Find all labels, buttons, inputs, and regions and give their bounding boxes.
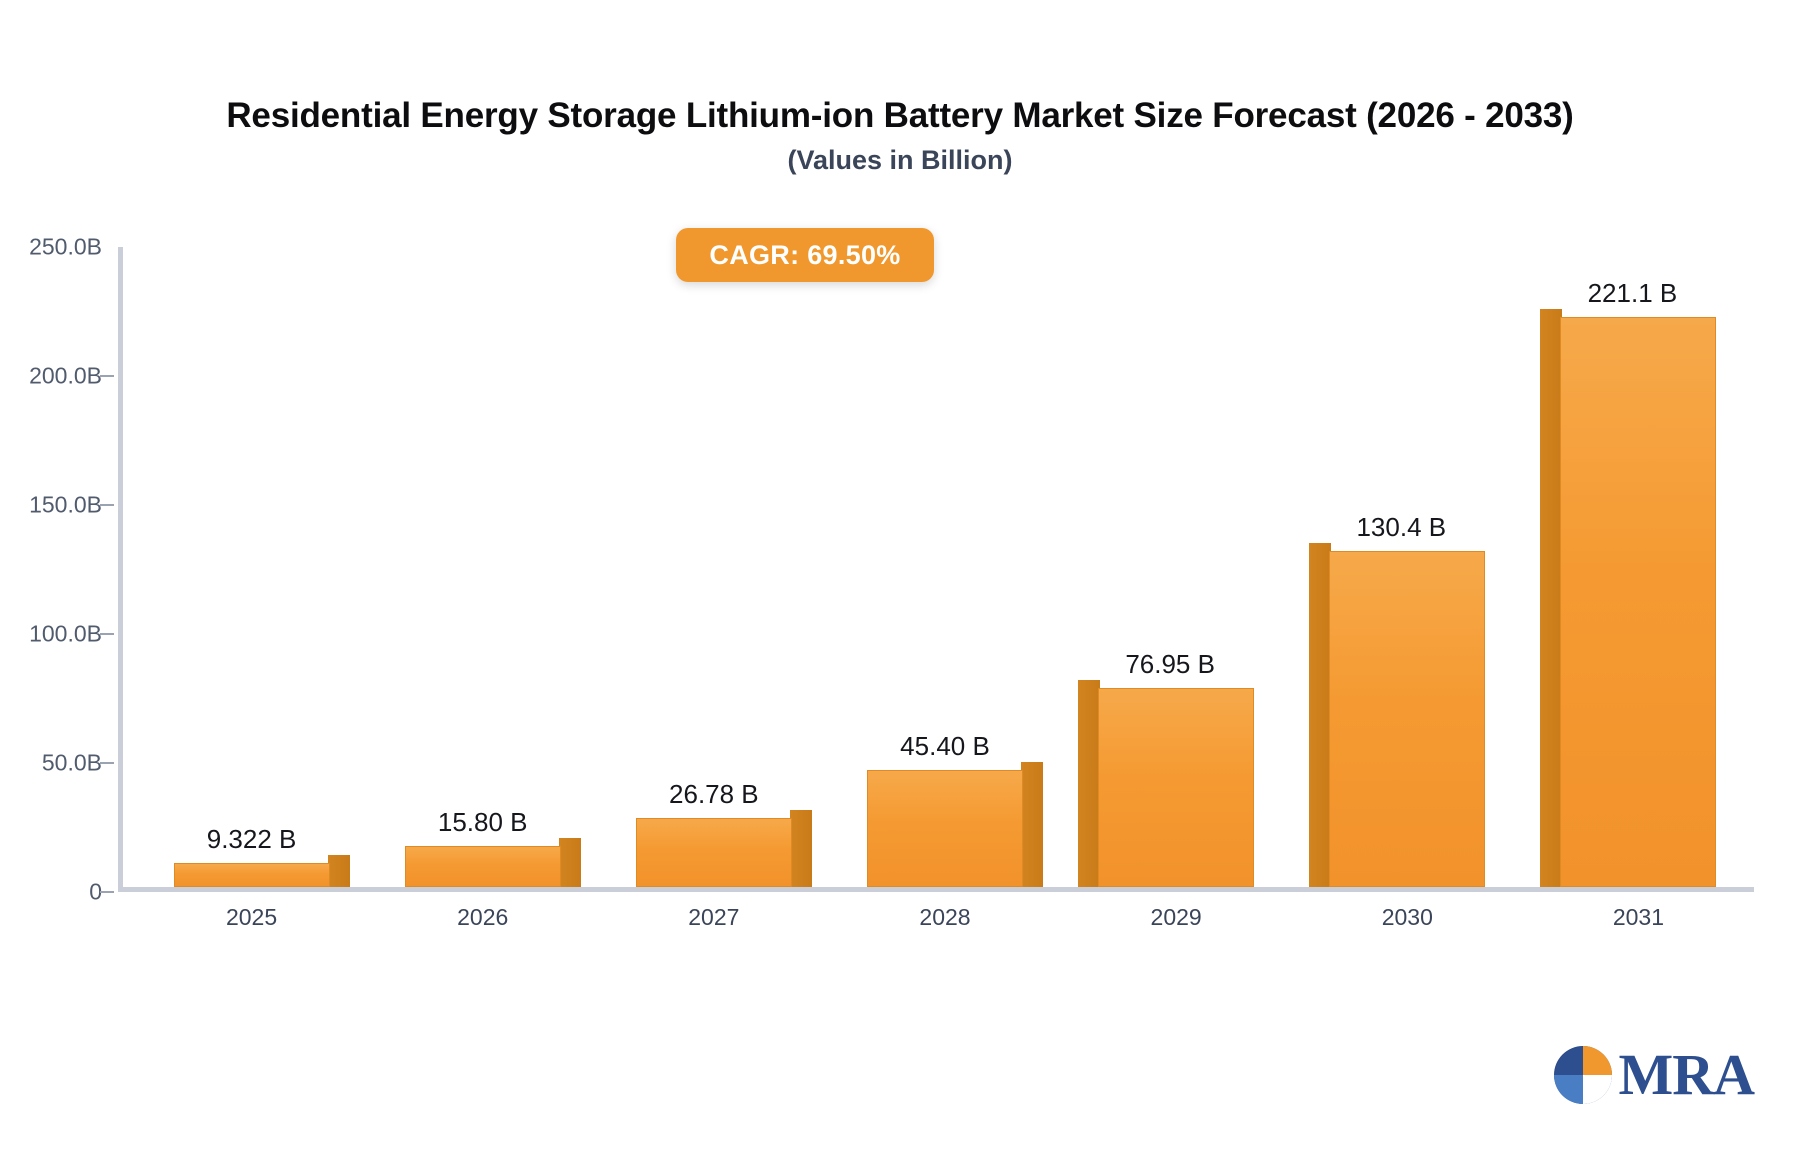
y-axis-tick-label: 50.0B [41, 749, 102, 776]
x-axis-line [118, 887, 1754, 892]
y-axis-tick-label: 100.0B [29, 620, 102, 647]
bar-3d-side [1021, 761, 1043, 887]
y-axis-tick-mark [100, 375, 114, 377]
bar-value-label: 221.1 B [1587, 277, 1678, 308]
y-axis-tick-mark [100, 891, 114, 893]
y-axis-tick-mark [100, 762, 114, 764]
x-axis-tick-label: 2028 [919, 904, 971, 930]
bar-face[interactable] [1560, 316, 1717, 887]
bar-face[interactable] [867, 769, 1023, 887]
y-axis-tick-label: 150.0B [29, 491, 102, 518]
bar-face[interactable] [173, 862, 330, 887]
y-axis-tick-mark [100, 504, 114, 506]
x-axis-tick-label: 2027 [688, 904, 740, 930]
bar[interactable] [404, 838, 581, 887]
chart-subtitle: (Values in Billion) [787, 145, 1013, 175]
chart-title: Residential Energy Storage Lithium-ion B… [226, 96, 1574, 135]
x-axis-tick-label: 2029 [1150, 904, 1202, 930]
bar[interactable] [173, 854, 350, 887]
bar-3d-side [1540, 308, 1563, 887]
bar-value-label: 76.95 B [1125, 649, 1215, 680]
plot-area: 9.322 B 15.80 B 26.78 B 45.40 B 76.95 B 130.4… [118, 247, 1754, 892]
bar[interactable] [1309, 542, 1486, 887]
bar[interactable] [635, 809, 812, 887]
bar-3d-side [1309, 542, 1332, 887]
x-axis-tick-label: 2031 [1612, 904, 1665, 930]
cagr-badge: CAGR: 69.50% [676, 228, 934, 282]
bar-face[interactable] [635, 817, 792, 887]
y-axis-tick-label: 0 [89, 878, 102, 905]
x-axis-tick-label: 2026 [457, 904, 509, 930]
cagr-badge-label: CAGR: 69.50% [709, 239, 901, 270]
x-axis-tick-label: 2030 [1381, 904, 1433, 930]
bar-value-label: 45.40 B [900, 730, 990, 761]
y-axis-tick-label: 200.0B [29, 362, 102, 389]
bar-3d-side [1078, 680, 1101, 887]
y-axis-tick-mark [100, 633, 114, 635]
pie-chart-icon [1554, 1046, 1613, 1104]
logo-wordmark: MRA [1618, 1042, 1755, 1107]
bar[interactable] [1540, 308, 1717, 887]
bar-face[interactable] [1329, 550, 1486, 887]
y-axis-labels: 0 50.0B 100.0B 150.0B 200.0B 250.0B [0, 234, 114, 905]
bar[interactable] [867, 761, 1043, 887]
bar-3d-side [558, 838, 581, 887]
bar-face[interactable] [404, 846, 561, 887]
bar-value-label: 26.78 B [669, 778, 759, 809]
y-axis-tick-label: 250.0B [29, 233, 102, 260]
bar-value-label: 15.80 B [437, 807, 528, 838]
bar-value-label: 9.322 B [206, 823, 297, 854]
y-axis-line [118, 247, 123, 892]
bar-value-label: 130.4 B [1356, 511, 1447, 542]
bar-3d-side [789, 809, 812, 887]
bar[interactable] [1078, 680, 1255, 887]
bar-face[interactable] [1098, 688, 1255, 887]
bar-3d-side [327, 854, 350, 887]
x-axis-tick-label: 2025 [225, 904, 278, 930]
mra-logo: MRA [1554, 1042, 1755, 1107]
